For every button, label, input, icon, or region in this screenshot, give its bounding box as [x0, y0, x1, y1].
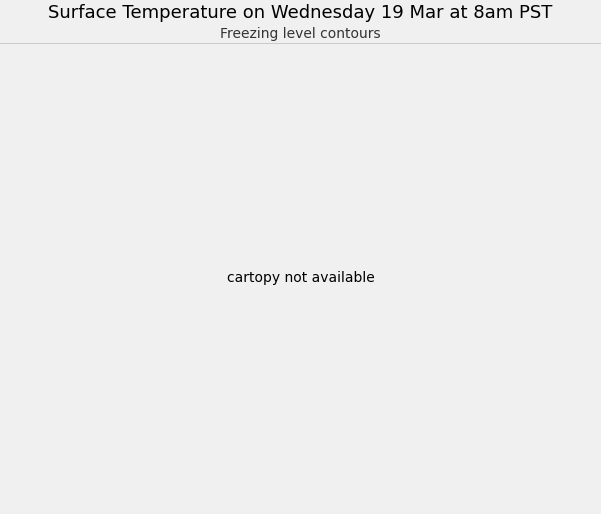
Text: cartopy not available: cartopy not available [227, 271, 374, 285]
Text: Freezing level contours: Freezing level contours [220, 27, 381, 41]
Text: Surface Temperature on Wednesday 19 Mar at 8am PST: Surface Temperature on Wednesday 19 Mar … [48, 4, 553, 22]
